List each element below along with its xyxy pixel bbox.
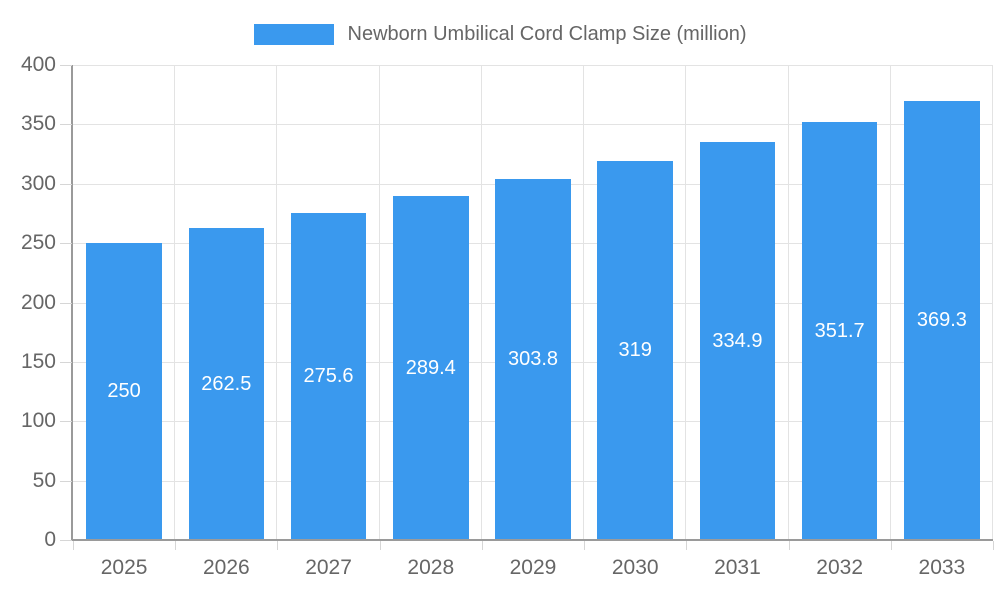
y-tick-label: 100 bbox=[20, 409, 56, 433]
y-tick-label: 150 bbox=[20, 349, 56, 373]
x-tick-label: 2033 bbox=[918, 556, 966, 579]
bar-value-label: 351.7 bbox=[814, 319, 865, 342]
gridline-vertical bbox=[685, 65, 687, 540]
bar-value-label: 289.4 bbox=[405, 356, 456, 379]
bar-value-label: 250 bbox=[107, 380, 141, 403]
x-tick-mark bbox=[686, 541, 688, 550]
x-tick-label: 2028 bbox=[407, 556, 455, 579]
gridline-vertical bbox=[583, 65, 585, 540]
legend-label: Newborn Umbilical Cord Clamp Size (milli… bbox=[347, 22, 747, 45]
y-tick-label: 200 bbox=[20, 290, 56, 314]
gridline-vertical bbox=[276, 65, 278, 540]
x-tick-mark bbox=[379, 541, 381, 550]
y-tick-label: 50 bbox=[32, 468, 56, 492]
legend-swatch bbox=[253, 23, 334, 45]
y-tick-mark bbox=[60, 361, 72, 363]
bar-value-label: 262.5 bbox=[201, 372, 252, 395]
x-tick-label: 2029 bbox=[509, 556, 557, 579]
bar-2025[interactable]: 250 bbox=[86, 243, 162, 540]
y-tick-mark bbox=[60, 302, 72, 304]
x-tick-mark bbox=[788, 541, 790, 550]
x-tick-mark bbox=[481, 541, 483, 550]
x-tick-mark bbox=[584, 541, 586, 550]
bar-2032[interactable]: 351.7 bbox=[801, 122, 878, 540]
bar-2028[interactable]: 289.4 bbox=[392, 196, 469, 540]
x-tick-label: 2031 bbox=[714, 556, 761, 579]
bar-2026[interactable]: 262.5 bbox=[188, 228, 265, 540]
gridline-vertical bbox=[787, 65, 789, 540]
gridline-vertical bbox=[480, 65, 482, 540]
x-tick-mark bbox=[175, 541, 177, 550]
gridline-horizontal bbox=[73, 65, 993, 66]
x-tick-mark bbox=[993, 541, 994, 550]
gridline-vertical bbox=[889, 65, 891, 540]
bar-value-label: 303.8 bbox=[507, 348, 559, 371]
legend[interactable]: Newborn Umbilical Cord Clamp Size (milli… bbox=[0, 14, 1000, 54]
y-tick-label: 400 bbox=[20, 53, 56, 76]
gridline-vertical bbox=[174, 65, 176, 540]
y-tick-label: 0 bbox=[44, 528, 56, 551]
bar-value-label: 369.3 bbox=[916, 309, 967, 332]
x-tick-mark bbox=[890, 541, 892, 550]
y-tick-mark bbox=[60, 480, 72, 482]
y-tick-label: 350 bbox=[20, 112, 56, 136]
y-tick-label: 250 bbox=[20, 231, 56, 255]
x-tick-label: 2032 bbox=[816, 556, 864, 579]
x-tick-label: 2025 bbox=[100, 556, 148, 579]
y-tick-mark bbox=[60, 421, 72, 423]
bar-2027[interactable]: 275.6 bbox=[290, 212, 367, 540]
gridline-vertical bbox=[378, 65, 380, 540]
y-axis-line bbox=[71, 65, 73, 540]
x-tick-label: 2026 bbox=[202, 556, 250, 579]
y-tick-mark bbox=[60, 243, 72, 245]
y-tick-mark bbox=[60, 65, 72, 66]
x-axis-labels: 2025 2026 2027 2028 2029 2030 2031 2032 2033 bbox=[73, 556, 993, 586]
bar-value-label: 275.6 bbox=[303, 364, 354, 387]
gridline-vertical bbox=[992, 65, 993, 540]
x-tick-mark bbox=[73, 541, 74, 550]
bar-2030[interactable]: 319 bbox=[597, 161, 674, 540]
y-tick-mark bbox=[60, 124, 72, 126]
y-axis-labels: 0 50 100 150 200 250 300 350 400 bbox=[0, 53, 56, 551]
plot-area: 250 262.5 275.6 289.4 303.8 319 334.9 351.7 369.… bbox=[73, 65, 993, 540]
x-tick-mark bbox=[277, 541, 279, 550]
gridline-horizontal bbox=[73, 124, 993, 126]
bar-2031[interactable]: 334.9 bbox=[699, 142, 776, 540]
bar-2029[interactable]: 303.8 bbox=[495, 179, 571, 540]
y-tick-label: 300 bbox=[20, 171, 56, 195]
bar-2033[interactable]: 369.3 bbox=[904, 101, 980, 540]
x-tick-label: 2030 bbox=[611, 556, 659, 579]
x-axis-line bbox=[71, 539, 993, 541]
y-tick-mark bbox=[60, 540, 72, 541]
y-tick-mark bbox=[60, 183, 72, 185]
bar-value-label: 319 bbox=[618, 339, 652, 362]
x-tick-label: 2027 bbox=[305, 556, 352, 579]
bar-value-label: 334.9 bbox=[712, 329, 763, 352]
